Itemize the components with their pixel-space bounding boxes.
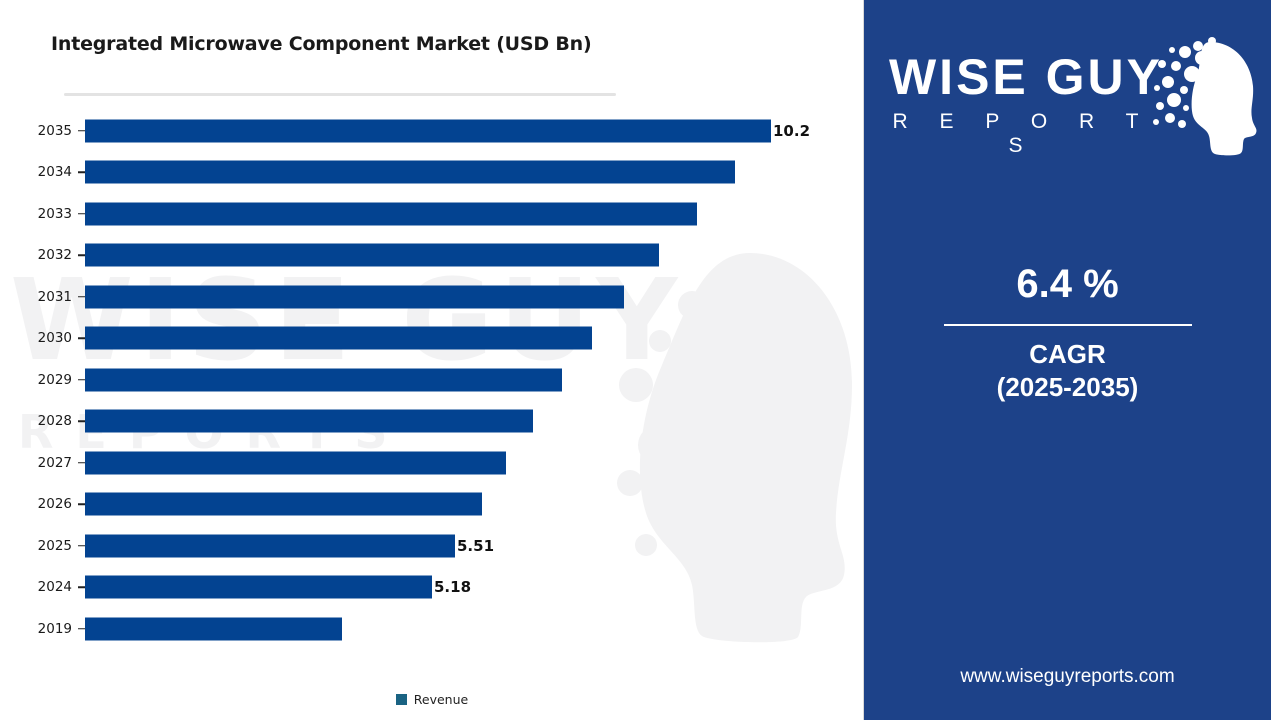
bar-value-label: 5.51	[457, 536, 495, 555]
y-tick-label-wrapper: 2031	[28, 276, 72, 318]
bar[interactable]	[85, 160, 735, 184]
bar-row: 2035 10.2	[0, 110, 864, 152]
y-tick-label-wrapper: 2035	[28, 110, 72, 152]
bar[interactable]	[85, 119, 771, 143]
bar[interactable]	[85, 202, 697, 226]
plot-area: 2035 10.2 2034 2033	[0, 110, 864, 650]
logo-wordmark-secondary: R E P O R T S	[892, 110, 1152, 157]
chart-panel: Integrated Microwave Component Market (U…	[0, 0, 864, 720]
bar-row: 2019	[0, 608, 864, 650]
bar[interactable]	[85, 285, 624, 309]
logo-wordmark-primary: WISE GUY	[888, 49, 1164, 105]
y-tick-label: 2032	[37, 247, 72, 264]
y-tick-mark	[78, 545, 85, 547]
y-tick-label-wrapper: 2028	[28, 401, 72, 443]
bar[interactable]	[85, 451, 506, 475]
y-tick-label: 2024	[37, 579, 72, 596]
y-tick-label-wrapper: 2032	[28, 235, 72, 277]
bar-row: 2028	[0, 401, 864, 443]
bar[interactable]	[85, 534, 455, 558]
chart-legend: Revenue	[0, 692, 864, 707]
y-tick-mark	[78, 213, 85, 215]
bar-row: 2030	[0, 318, 864, 360]
bar[interactable]	[85, 575, 432, 599]
bar[interactable]	[85, 617, 342, 641]
bar[interactable]	[85, 368, 562, 392]
y-tick-mark	[78, 628, 85, 630]
y-tick-label: 2029	[37, 371, 72, 388]
legend-swatch-revenue	[395, 694, 407, 705]
y-tick-label-wrapper: 2025	[28, 525, 72, 567]
y-tick-label-wrapper: 2019	[28, 608, 72, 650]
y-tick-label: 2028	[37, 413, 72, 430]
cagr-label-line1: CAGR	[1029, 339, 1106, 369]
bar[interactable]	[85, 409, 533, 433]
cagr-label-line2: (2025-2035)	[996, 372, 1139, 403]
y-tick-mark	[78, 462, 85, 464]
wiseguy-logo: WISE GUY R E P O R T S	[864, 37, 1271, 158]
y-tick-label-wrapper: 2030	[28, 318, 72, 360]
bar-row: 2027	[0, 442, 864, 484]
y-tick-label-wrapper: 2033	[28, 193, 72, 235]
y-tick-mark	[78, 296, 85, 298]
title-divider	[64, 93, 616, 96]
y-tick-label-wrapper: 2026	[28, 484, 72, 526]
bar-row: 2033	[0, 193, 864, 235]
y-tick-label: 2019	[37, 620, 72, 637]
y-tick-label-wrapper: 2034	[28, 152, 72, 194]
y-tick-mark	[78, 420, 85, 422]
bar-row: 2025 5.51	[0, 525, 864, 567]
bar-row: 2031	[0, 276, 864, 318]
y-tick-label: 2031	[37, 288, 72, 305]
y-tick-label: 2035	[37, 122, 72, 139]
cagr-label: CAGR (2025-2035)	[864, 338, 1271, 405]
bar-row: 2024 5.18	[0, 567, 864, 609]
logo-head-profile-icon	[1153, 37, 1257, 156]
bar-value-label: 5.18	[434, 578, 472, 597]
y-tick-label: 2027	[37, 454, 72, 471]
website-url[interactable]: www.wiseguyreports.com	[960, 666, 1175, 687]
y-tick-mark	[78, 503, 85, 505]
bar-row: 2032	[0, 235, 864, 277]
bar[interactable]	[85, 326, 592, 350]
y-tick-mark	[78, 130, 85, 132]
y-tick-mark	[78, 171, 85, 173]
cagr-value: 6.4 %	[1016, 262, 1119, 306]
legend-label-revenue: Revenue	[413, 692, 469, 707]
y-tick-mark	[78, 337, 85, 339]
bar-row: 2026	[0, 484, 864, 526]
y-tick-label: 2033	[37, 205, 72, 222]
bar-value-label: 10.2	[773, 121, 811, 140]
chart-title: Integrated Microwave Component Market (U…	[51, 33, 592, 55]
y-tick-label: 2034	[37, 164, 72, 181]
y-tick-mark	[78, 379, 85, 381]
y-tick-mark	[78, 254, 85, 256]
bar[interactable]	[85, 243, 659, 267]
bar[interactable]	[85, 492, 482, 516]
bar-row: 2029	[0, 359, 864, 401]
y-tick-label-wrapper: 2027	[28, 442, 72, 484]
y-tick-label-wrapper: 2024	[28, 567, 72, 609]
y-tick-label-wrapper: 2029	[28, 359, 72, 401]
y-tick-label: 2026	[37, 496, 72, 513]
y-tick-label: 2030	[37, 330, 72, 347]
y-tick-mark	[78, 586, 85, 588]
brand-panel: WISE GUY R E P O R T S 6.4 % CAGR (2025-…	[864, 0, 1271, 720]
y-tick-label: 2025	[37, 537, 72, 554]
bar-row: 2034	[0, 152, 864, 194]
cagr-divider	[944, 324, 1192, 326]
